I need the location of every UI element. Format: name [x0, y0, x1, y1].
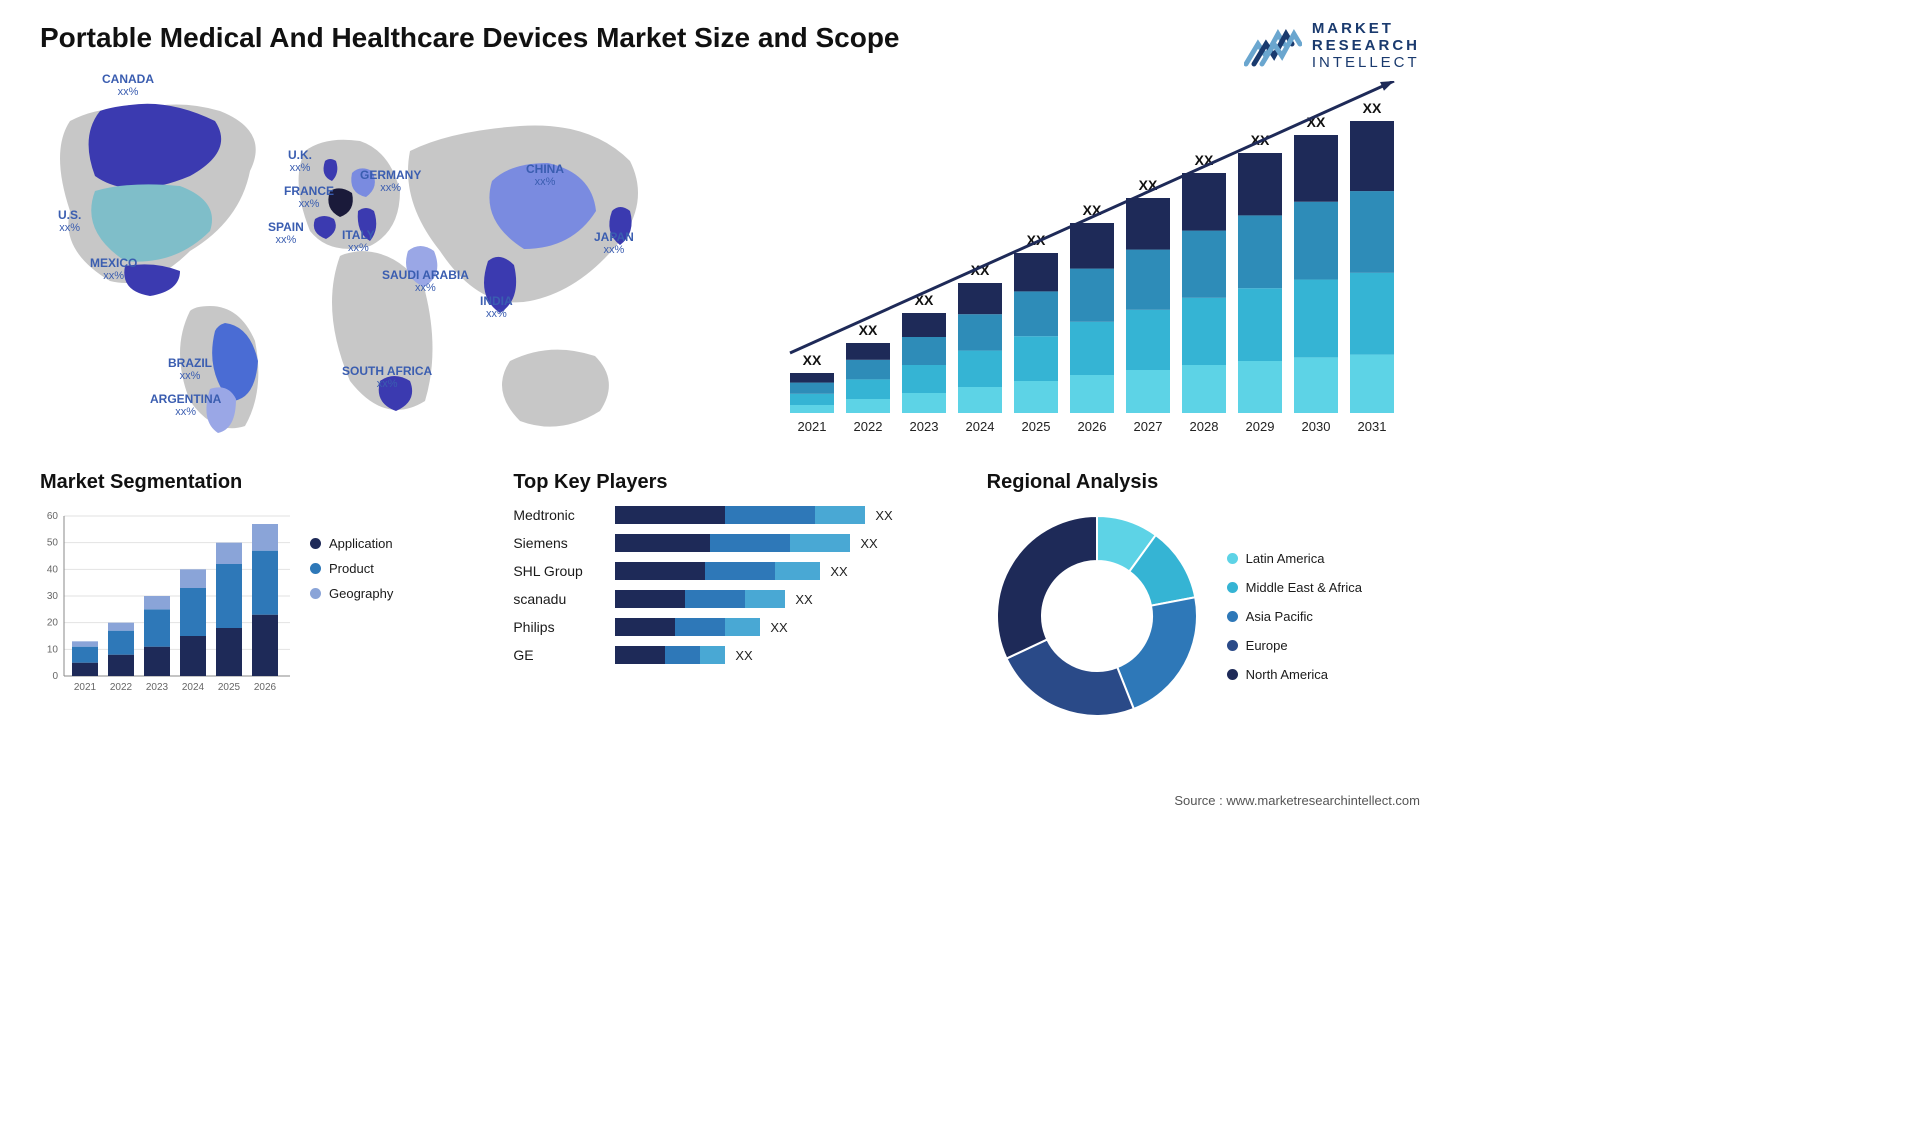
map-label-mexico: MEXICOxx% [90, 257, 137, 282]
svg-text:2024: 2024 [966, 419, 995, 434]
svg-text:30: 30 [47, 591, 59, 602]
players-title: Top Key Players [513, 471, 946, 494]
svg-text:40: 40 [47, 564, 59, 575]
map-label-u-k-: U.K.xx% [288, 149, 312, 174]
logo-line2: RESEARCH [1312, 37, 1420, 54]
reg-legend-asia-pacific: Asia Pacific [1227, 609, 1362, 624]
segmentation-panel: Market Segmentation 0 10 20 30 40 50 60 2021 202… [40, 471, 473, 726]
map-label-brazil: BRAZILxx% [168, 357, 212, 382]
regional-legend: Latin America Middle East & Africa Asia Pa… [1227, 551, 1362, 682]
svg-text:60: 60 [47, 511, 59, 522]
growth-chart-svg: XX2021XX2022XX2023XX2024XX2025XX2026XX20… [780, 81, 1420, 441]
svg-text:20: 20 [47, 618, 59, 629]
segmentation-legend: Application Product Geography [310, 536, 393, 696]
map-label-italy: ITALYxx% [342, 229, 375, 254]
map-label-canada: CANADAxx% [102, 73, 154, 98]
segmentation-title: Market Segmentation [40, 471, 473, 494]
reg-legend-latin-america: Latin America [1227, 551, 1362, 566]
svg-text:2023: 2023 [910, 419, 939, 434]
player-value: XX [795, 592, 812, 607]
svg-text:2028: 2028 [1190, 419, 1219, 434]
player-row: XX [615, 618, 946, 636]
map-label-india: INDIAxx% [480, 295, 513, 320]
map-label-japan: JAPANxx% [594, 231, 634, 256]
player-row: XX [615, 534, 946, 552]
player-label-scanadu: scanadu [513, 590, 566, 608]
svg-text:2027: 2027 [1134, 419, 1163, 434]
svg-text:2025: 2025 [218, 682, 241, 693]
seg-legend-geography: Geography [310, 586, 393, 601]
svg-text:2023: 2023 [146, 682, 169, 693]
svg-text:2030: 2030 [1302, 419, 1331, 434]
svg-text:10: 10 [47, 644, 59, 655]
map-label-spain: SPAINxx% [268, 221, 304, 246]
svg-text:2022: 2022 [854, 419, 883, 434]
seg-legend-product: Product [310, 561, 393, 576]
svg-text:2022: 2022 [110, 682, 133, 693]
player-value: XX [735, 648, 752, 663]
players-panel: Top Key Players Medtronic Siemens SHL Grou… [513, 471, 946, 726]
player-label-ge: GE [513, 646, 533, 664]
map-label-u-s-: U.S.xx% [58, 209, 81, 234]
regional-title: Regional Analysis [987, 471, 1420, 494]
player-row: XX [615, 646, 946, 664]
player-value: XX [860, 536, 877, 551]
seg-legend-application: Application [310, 536, 393, 551]
svg-text:2021: 2021 [798, 419, 827, 434]
map-label-germany: GERMANYxx% [360, 169, 421, 194]
player-value: XX [770, 620, 787, 635]
donut-svg [987, 506, 1207, 726]
svg-text:2021: 2021 [74, 682, 97, 693]
svg-text:2026: 2026 [1078, 419, 1107, 434]
regional-donut [987, 506, 1207, 726]
player-bars: XX XX XX XX XX XX [615, 506, 946, 664]
svg-text:50: 50 [47, 538, 59, 549]
reg-legend-north-america: North America [1227, 667, 1362, 682]
svg-text:0: 0 [52, 671, 58, 682]
reg-legend-europe: Europe [1227, 638, 1362, 653]
world-map: CANADAxx%U.S.xx%MEXICOxx%BRAZILxx%ARGENT… [40, 81, 740, 441]
reg-legend-middle-east-africa: Middle East & Africa [1227, 580, 1362, 595]
map-label-france: FRANCExx% [284, 185, 334, 210]
svg-text:2025: 2025 [1022, 419, 1051, 434]
svg-text:XX: XX [859, 322, 878, 338]
player-label-philips: Philips [513, 618, 554, 636]
market-growth-chart: XX2021XX2022XX2023XX2024XX2025XX2026XX20… [780, 81, 1420, 441]
svg-text:2026: 2026 [254, 682, 277, 693]
page-title: Portable Medical And Healthcare Devices … [40, 20, 900, 55]
logo-line3: INTELLECT [1312, 54, 1420, 71]
map-label-argentina: ARGENTINAxx% [150, 393, 221, 418]
svg-text:2029: 2029 [1246, 419, 1275, 434]
svg-text:2031: 2031 [1358, 419, 1387, 434]
map-label-china: CHINAxx% [526, 163, 564, 188]
logo-mark-icon [1244, 24, 1302, 68]
player-row: XX [615, 590, 946, 608]
map-label-saudi-arabia: SAUDI ARABIAxx% [382, 269, 469, 294]
player-row: XX [615, 562, 946, 580]
map-label-south-africa: SOUTH AFRICAxx% [342, 365, 432, 390]
svg-text:XX: XX [1363, 100, 1382, 116]
brand-logo: MARKET RESEARCH INTELLECT [1244, 20, 1420, 71]
source-attribution: Source : www.marketresearchintellect.com [1174, 793, 1420, 808]
player-label-medtronic: Medtronic [513, 506, 574, 524]
player-value: XX [875, 508, 892, 523]
svg-text:2024: 2024 [182, 682, 205, 693]
player-row: XX [615, 506, 946, 524]
segmentation-chart-svg: 0 10 20 30 40 50 60 2021 2022 2023 2024 2025 2026 [40, 506, 290, 696]
logo-line1: MARKET [1312, 20, 1420, 37]
svg-text:XX: XX [803, 352, 822, 368]
player-value: XX [830, 564, 847, 579]
player-labels: Medtronic Siemens SHL Group scanadu Philips G… [513, 506, 603, 664]
player-label-shl-group: SHL Group [513, 562, 583, 580]
player-label-siemens: Siemens [513, 534, 567, 552]
regional-panel: Regional Analysis Latin America Middle Ea… [987, 471, 1420, 726]
